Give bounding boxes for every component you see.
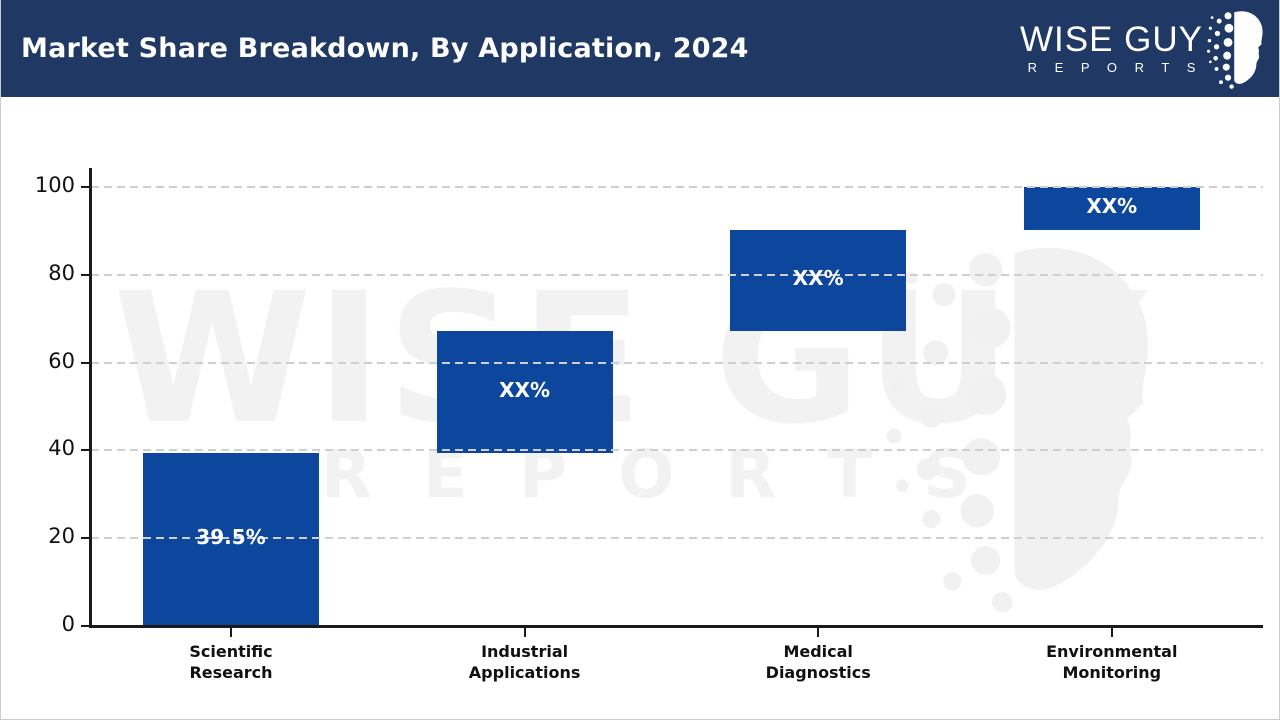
- bar-value-label: XX%: [792, 266, 844, 291]
- x-axis-tick: [1110, 627, 1113, 637]
- bar-chart-plot-area: 0 20 40 60 80 100 39.5% Scientific Research XX% In…: [1, 97, 1279, 719]
- y-axis-tick-label: 20: [48, 524, 75, 549]
- x-category-label-line: Research: [189, 663, 273, 682]
- brand-name: WISE GUY: [1019, 20, 1203, 59]
- y-axis-line: [89, 168, 92, 628]
- page-title: Market Share Breakdown, By Application, …: [21, 33, 749, 64]
- y-axis-tick-label: 0: [61, 612, 75, 636]
- x-axis-tick: [817, 627, 820, 637]
- y-axis-tick-label: 100: [34, 173, 75, 197]
- x-category-label-line: Applications: [468, 663, 581, 682]
- x-axis-tick: [230, 627, 232, 637]
- x-category-label-line: Medical: [783, 642, 853, 661]
- x-category-label: Environmental Monitoring: [962, 641, 1262, 683]
- gridline: [91, 361, 1263, 364]
- bar: [1023, 187, 1200, 230]
- y-axis-tick-label: 40: [48, 436, 75, 461]
- y-axis-tick: [81, 186, 90, 188]
- bar: [730, 229, 907, 331]
- watermark-text-line1: WISE GUY: [113, 255, 1151, 464]
- gridline: [91, 537, 1263, 540]
- header: Market Share Breakdown, By Application, …: [1, 0, 1279, 97]
- gridline: [91, 186, 1263, 188]
- y-axis-tick: [81, 449, 90, 452]
- y-axis-tick: [81, 361, 90, 364]
- dotted-head-logo-icon: [1206, 10, 1263, 89]
- x-category-label: Scientific Research: [81, 641, 381, 683]
- bar-value-label: XX%: [1086, 194, 1138, 219]
- bar-value-label: 39.5%: [196, 525, 266, 550]
- bar: [436, 330, 613, 453]
- x-category-label-line: Scientific: [189, 642, 273, 661]
- dotted-head-watermark-icon: [886, 247, 1149, 613]
- x-category-label-line: Environmental: [1046, 642, 1178, 661]
- brand-logo: WISE GUY R E P O R T S: [1020, 7, 1267, 91]
- x-axis-line: [89, 625, 1263, 628]
- gridline: [91, 449, 1263, 452]
- brand-wordmark: WISE GUY R E P O R T S: [1019, 20, 1203, 76]
- x-category-label-line: Industrial: [481, 642, 569, 661]
- x-category-label: Industrial Applications: [375, 641, 675, 683]
- y-axis-tick-label: 80: [48, 260, 75, 285]
- x-axis-tick: [523, 627, 526, 637]
- y-axis-tick: [81, 537, 90, 540]
- brand-subtitle: R E P O R T S: [1027, 60, 1203, 75]
- watermark-text-line2: R E P O R T S: [321, 436, 985, 513]
- x-category-label-line: Diagnostics: [765, 663, 871, 682]
- gridline: [91, 273, 1263, 276]
- bar-value-label: XX%: [499, 377, 551, 402]
- x-category-label-line: Monitoring: [1062, 663, 1162, 682]
- y-axis-tick-label: 60: [48, 348, 75, 373]
- y-axis-tick: [81, 273, 90, 276]
- bar: [143, 452, 319, 626]
- x-category-label: Medical Diagnostics: [668, 641, 968, 683]
- y-axis-tick: [81, 625, 90, 627]
